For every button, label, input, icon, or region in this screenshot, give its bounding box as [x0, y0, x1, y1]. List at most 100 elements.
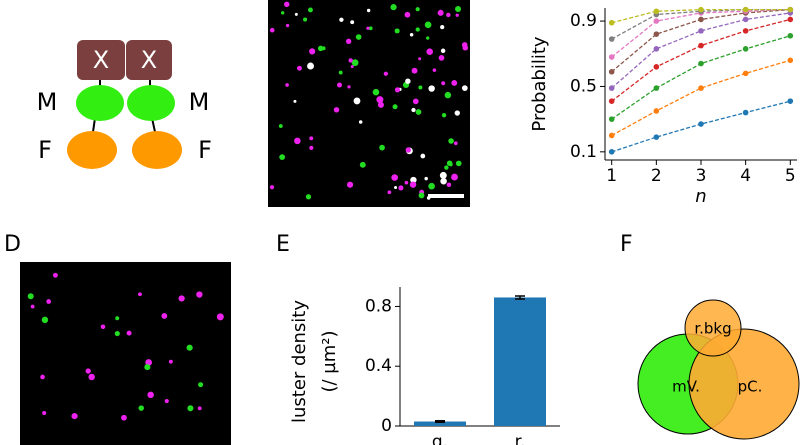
spot — [398, 185, 404, 191]
construct-diagram: X X M M F F — [37, 40, 212, 169]
spot — [411, 107, 416, 113]
point — [698, 28, 704, 34]
m-domain — [76, 85, 124, 121]
spot — [404, 180, 409, 185]
y-tick-label: 0.4 — [365, 356, 392, 376]
spot — [372, 88, 380, 96]
point — [608, 132, 615, 139]
y-tick-label: 0.9 — [570, 11, 597, 31]
x-tick-label: 3 — [696, 166, 707, 186]
series-line — [611, 59, 791, 137]
spot — [366, 8, 371, 13]
x-domain — [77, 40, 125, 80]
spot — [309, 136, 314, 141]
spot — [444, 165, 449, 170]
spot — [348, 58, 353, 63]
point — [608, 36, 615, 42]
point — [608, 19, 615, 26]
spot — [350, 65, 354, 69]
venn-label: mV. — [672, 378, 700, 396]
spot — [278, 124, 283, 128]
point — [698, 6, 704, 13]
point — [653, 18, 660, 24]
spot — [285, 83, 289, 87]
panel-label: F — [620, 232, 633, 257]
x-tick-label: 5 — [785, 166, 796, 186]
point — [608, 116, 615, 122]
point — [608, 85, 615, 91]
spot — [446, 12, 451, 18]
point — [742, 46, 749, 52]
x-tick-label: g. — [432, 432, 448, 445]
spot — [455, 13, 459, 17]
spot — [100, 324, 106, 330]
spot — [294, 12, 298, 16]
point — [787, 6, 794, 13]
spot — [404, 11, 411, 18]
spot — [168, 359, 173, 364]
spot — [40, 374, 45, 380]
spot — [446, 160, 453, 167]
spot — [350, 20, 355, 25]
spot — [337, 82, 343, 88]
spot — [418, 192, 425, 199]
spot — [216, 313, 224, 321]
spot — [438, 54, 445, 61]
spot — [178, 295, 185, 302]
bar — [414, 421, 466, 426]
spot — [308, 7, 313, 13]
spot — [30, 304, 35, 309]
x-axis-label: n — [695, 186, 706, 207]
point — [787, 57, 794, 64]
spot — [426, 48, 434, 55]
point — [698, 60, 704, 67]
spot — [366, 26, 370, 30]
image-background — [20, 262, 231, 445]
spot — [409, 33, 414, 37]
spot — [376, 96, 384, 104]
spot — [420, 153, 426, 159]
point — [608, 54, 615, 60]
spot — [390, 4, 397, 11]
spot — [410, 176, 417, 184]
spot — [339, 17, 344, 22]
spot — [405, 78, 411, 84]
point — [608, 149, 615, 155]
point — [742, 16, 749, 23]
spot — [428, 85, 435, 92]
point — [787, 16, 794, 23]
spot — [309, 145, 314, 150]
point — [742, 6, 749, 13]
y-tick-label: 0.5 — [570, 76, 597, 96]
bar — [494, 297, 546, 426]
spot — [121, 414, 127, 421]
spot — [294, 137, 301, 145]
x-tick-label: 2 — [651, 166, 662, 186]
spot — [161, 313, 168, 319]
spot — [451, 173, 458, 181]
spot — [347, 85, 351, 89]
m-domain — [127, 85, 175, 121]
spot — [333, 107, 340, 113]
spot — [198, 382, 204, 388]
spot — [186, 344, 193, 351]
y-axis-label: (/ µm²) — [319, 330, 340, 392]
spot — [305, 194, 312, 200]
spot — [441, 81, 446, 86]
series-line — [611, 12, 791, 89]
m-label: M — [37, 88, 58, 116]
spot — [426, 36, 430, 40]
venn-label: r.bkg — [694, 320, 731, 338]
spot — [415, 109, 422, 115]
spot — [446, 182, 452, 188]
point — [653, 31, 660, 37]
point — [653, 85, 660, 91]
spot — [85, 368, 91, 374]
x-tick-label: r. — [515, 432, 526, 445]
spot — [351, 59, 359, 67]
spot — [355, 34, 362, 40]
spot — [42, 410, 47, 416]
error-bar — [515, 295, 525, 300]
spot — [432, 68, 437, 72]
